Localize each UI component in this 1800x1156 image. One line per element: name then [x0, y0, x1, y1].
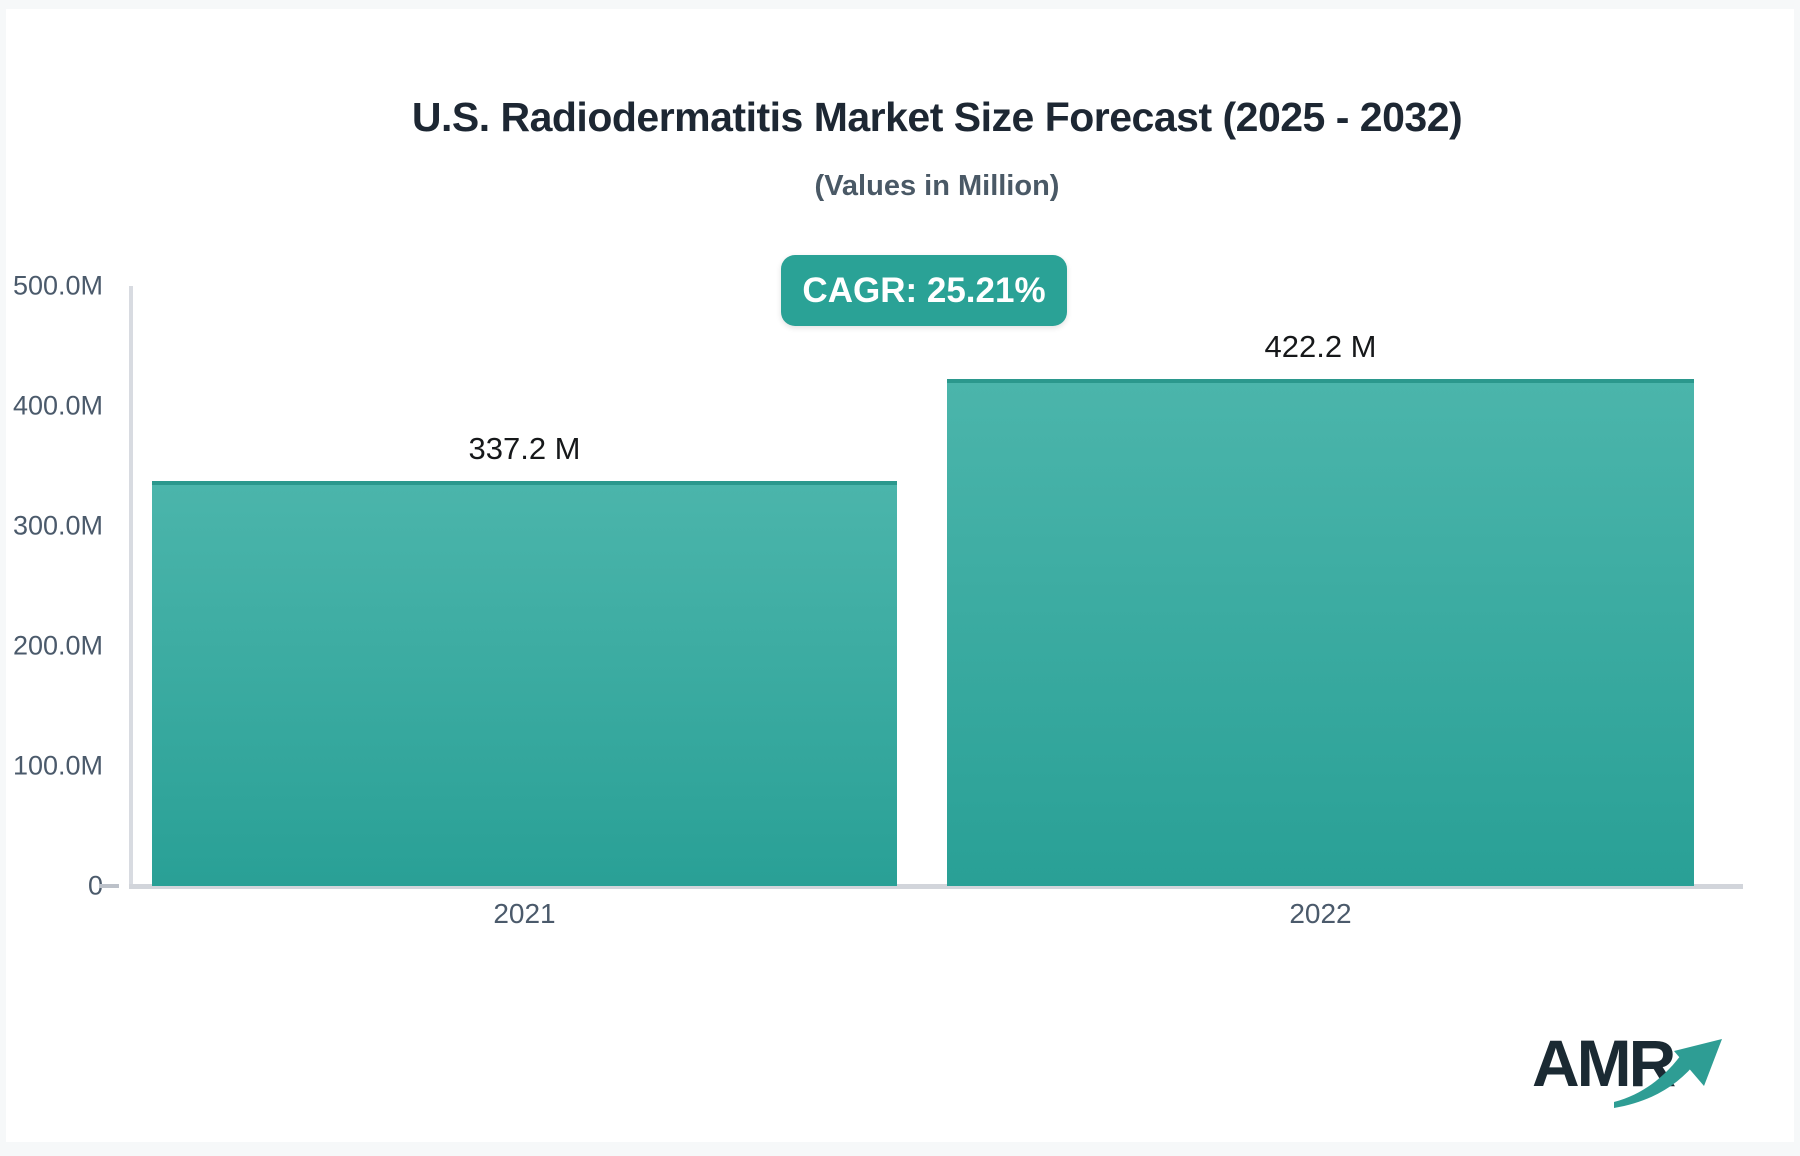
zero-tick-mark — [99, 884, 119, 888]
y-tick-label: 300.0M — [12, 510, 103, 541]
amr-logo: AMR — [1532, 1030, 1722, 1114]
y-tick-label: 0 — [87, 870, 103, 901]
bar-2021 — [152, 481, 897, 886]
bar-2022 — [947, 379, 1694, 886]
bar-value-label: 422.2 M — [1264, 329, 1377, 365]
chart-title: U.S. Radiodermatitis Market Size Forecas… — [411, 94, 1463, 140]
x-tick-label: 2021 — [493, 898, 556, 929]
growth-arrow-icon — [1614, 1039, 1722, 1108]
y-tick-label: 500.0M — [12, 270, 103, 301]
y-axis-line — [129, 286, 133, 886]
chart-subtitle: (Values in Million) — [814, 170, 1060, 202]
y-tick-label: 100.0M — [12, 750, 103, 781]
x-axis-line — [129, 884, 1743, 889]
y-tick-label: 400.0M — [12, 390, 103, 421]
cagr-badge: CAGR: 25.21% — [781, 255, 1067, 326]
bar-value-label: 337.2 M — [468, 431, 581, 467]
y-tick-label: 200.0M — [12, 630, 103, 661]
x-tick-label: 2022 — [1289, 898, 1352, 929]
